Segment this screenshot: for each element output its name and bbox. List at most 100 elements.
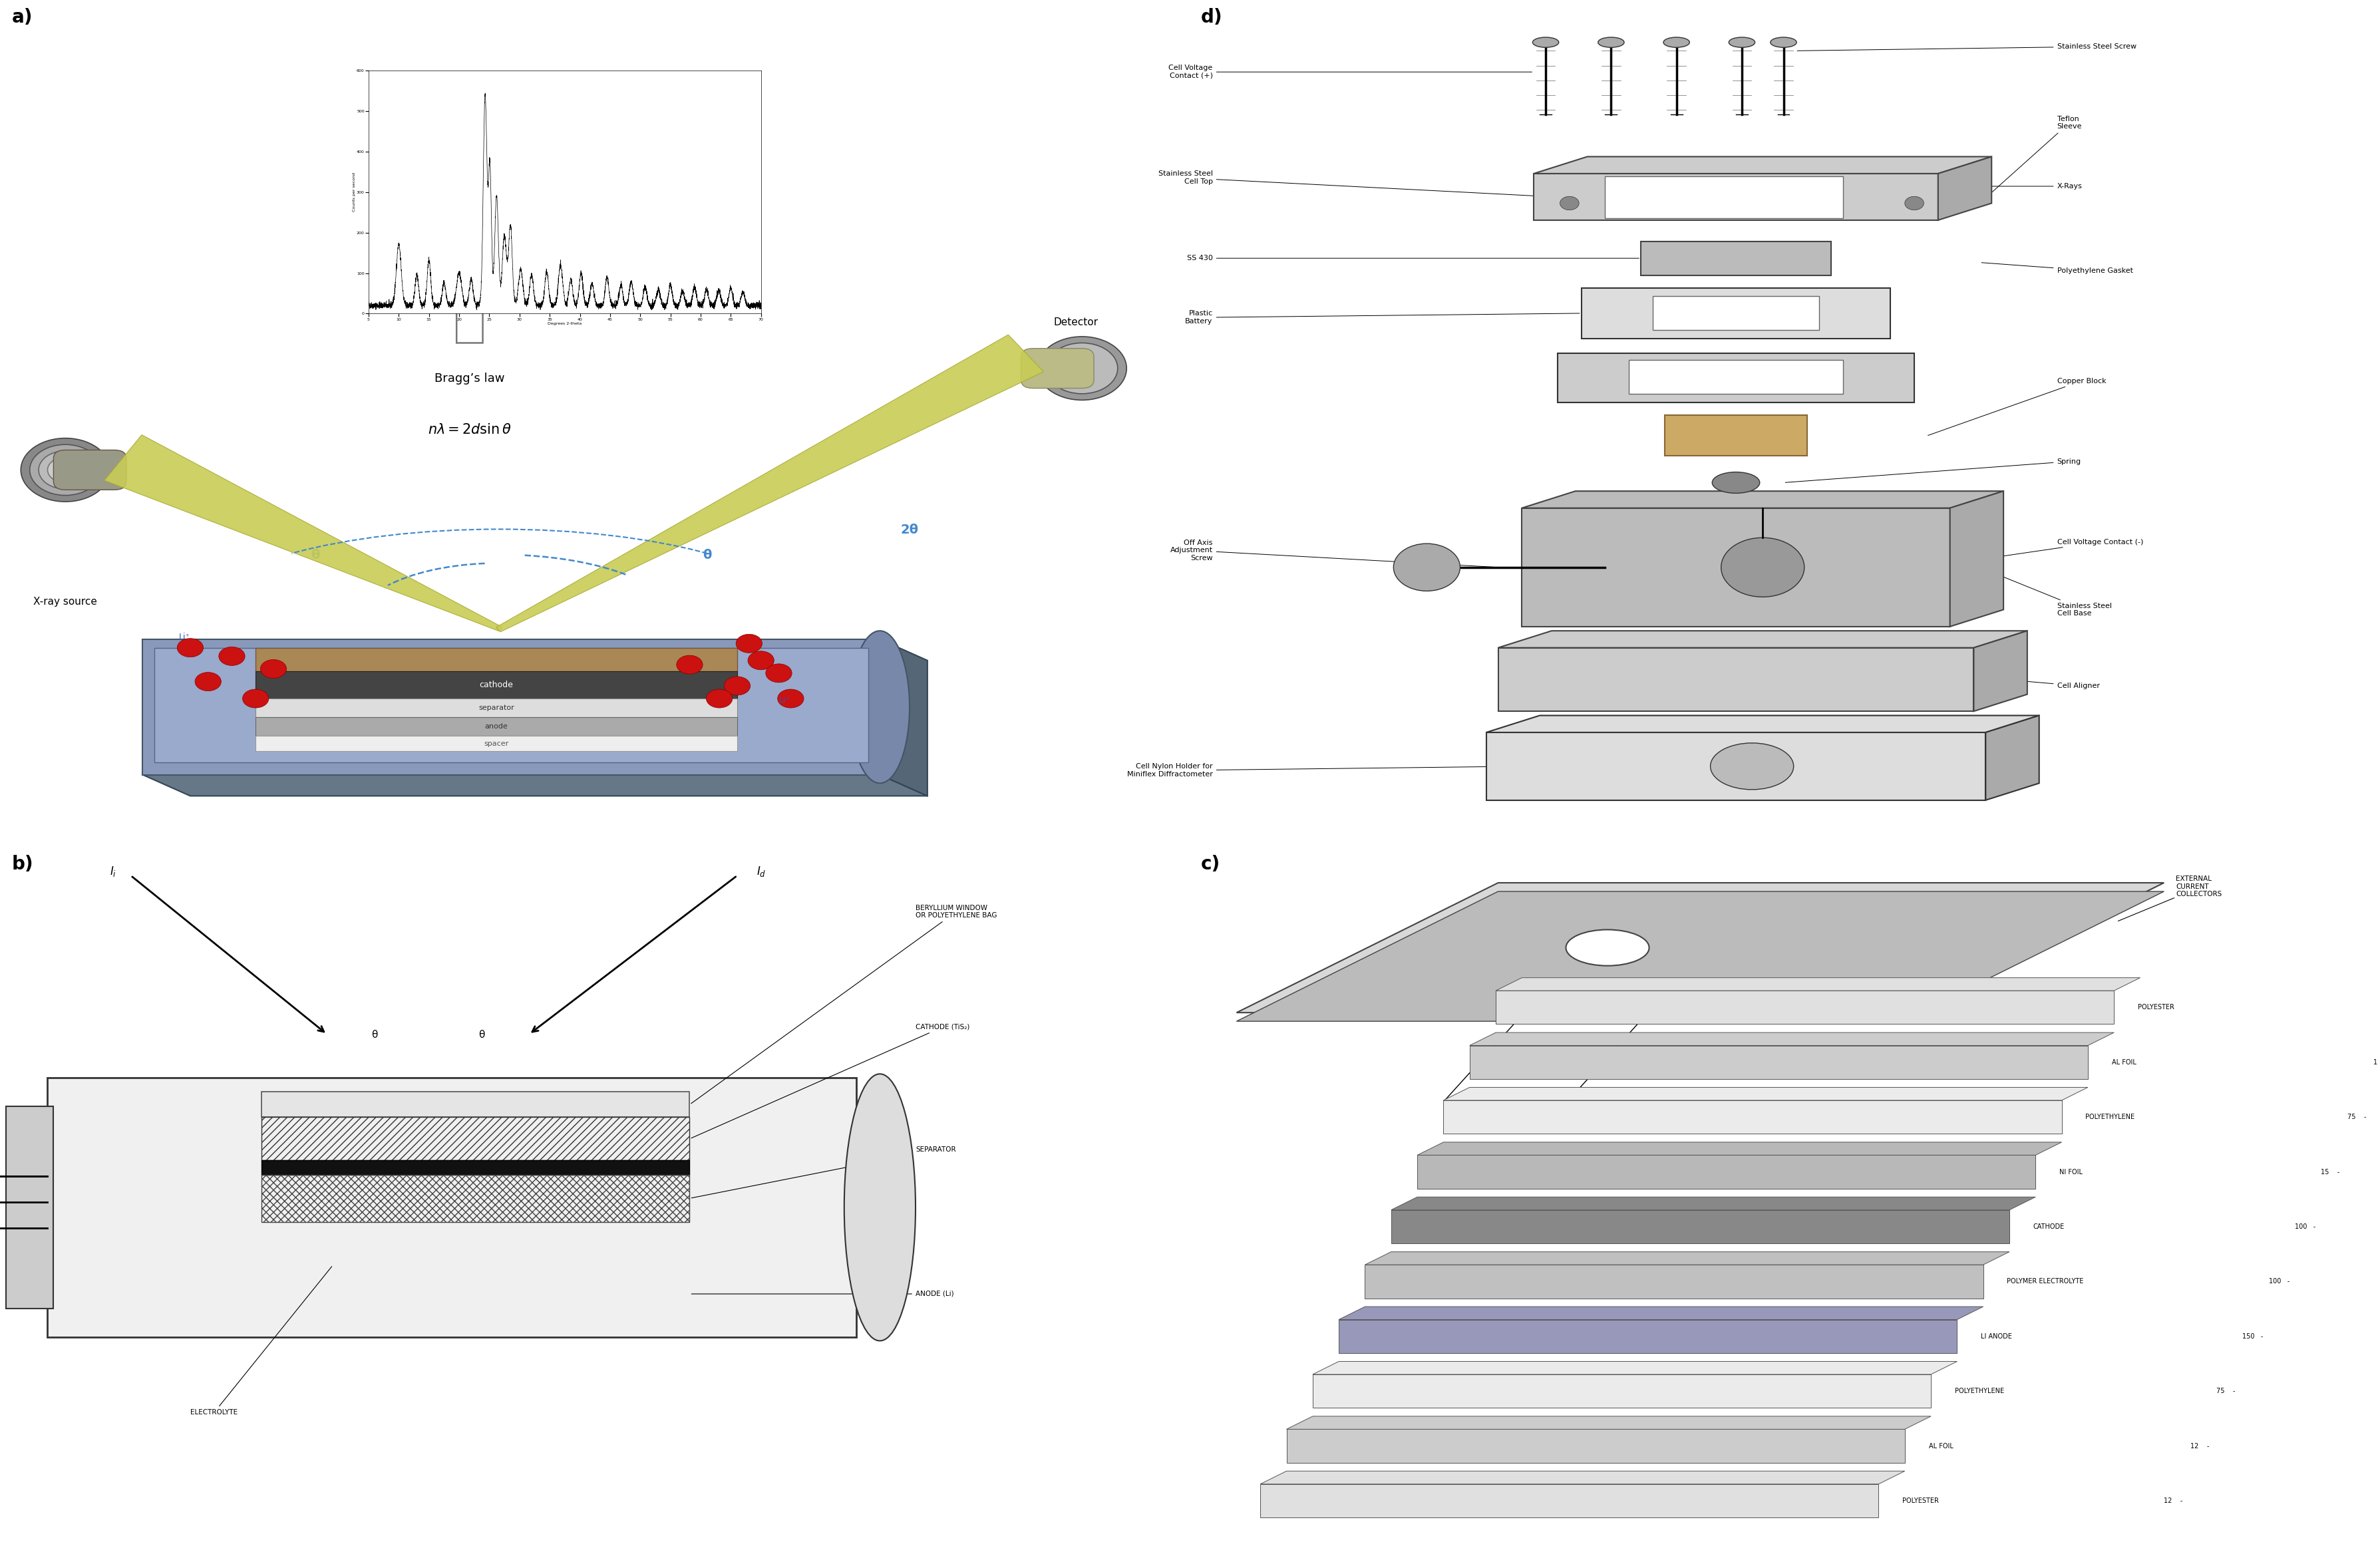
Text: CATHODE (TiS₂): CATHODE (TiS₂) (692, 1024, 970, 1138)
Bar (1581, 289, 1891, 339)
Text: Stainless Steel
Cell Base: Stainless Steel Cell Base (1981, 568, 2112, 616)
Text: AL FOIL: AL FOIL (1929, 1443, 1952, 1449)
Circle shape (243, 690, 269, 707)
Polygon shape (1365, 1265, 1983, 1298)
Text: EXTERNAL
CURRENT
COLLECTORS: EXTERNAL CURRENT COLLECTORS (2176, 875, 2221, 897)
Polygon shape (1313, 1375, 1931, 1408)
Bar (257, 671, 737, 699)
Circle shape (178, 638, 205, 657)
Text: Plastic
Battery: Plastic Battery (1184, 310, 1579, 325)
FancyBboxPatch shape (1020, 348, 1094, 389)
Bar (48, 1077, 856, 1338)
Bar (257, 699, 737, 717)
Text: 100   -: 100 - (2295, 1223, 2316, 1229)
Polygon shape (1986, 715, 2040, 800)
Bar (262, 1174, 690, 1221)
Bar (262, 1116, 690, 1160)
Text: X-Rays: X-Rays (1981, 183, 2083, 190)
Text: ELECTROLYTE: ELECTROLYTE (190, 1267, 333, 1416)
Polygon shape (1260, 1471, 1905, 1483)
Ellipse shape (21, 437, 109, 502)
Polygon shape (880, 640, 927, 797)
Text: POLYETHYLENE: POLYETHYLENE (1955, 1388, 2005, 1394)
Ellipse shape (1665, 38, 1691, 47)
Text: 12    -: 12 - (2373, 1058, 2378, 1066)
Polygon shape (257, 648, 737, 671)
Circle shape (1394, 544, 1460, 591)
FancyBboxPatch shape (52, 450, 126, 489)
Ellipse shape (1712, 472, 1760, 494)
Text: b): b) (12, 855, 33, 873)
Text: Off Axis
Adjustment
Screw: Off Axis Adjustment Screw (1170, 539, 1496, 568)
Text: POLYESTER: POLYESTER (2138, 1004, 2173, 1011)
Text: Bragg’s law: Bragg’s law (435, 373, 504, 384)
Circle shape (1722, 538, 1805, 597)
Polygon shape (497, 334, 1044, 632)
Text: Polyethylene Gasket: Polyethylene Gasket (1981, 262, 2133, 274)
Bar (262, 1160, 690, 1174)
Circle shape (1560, 196, 1579, 210)
Polygon shape (1498, 630, 2026, 648)
Polygon shape (1950, 491, 2002, 627)
Text: 15    -: 15 - (2321, 1168, 2340, 1174)
Text: 12    -: 12 - (2164, 1497, 2183, 1504)
Polygon shape (1534, 157, 1993, 174)
Ellipse shape (48, 458, 83, 483)
Circle shape (749, 651, 775, 670)
Text: Teflon
Sleeve: Teflon Sleeve (1981, 116, 2081, 202)
Polygon shape (1486, 732, 1986, 800)
Polygon shape (1286, 1428, 1905, 1463)
Text: a): a) (12, 8, 33, 27)
Text: c): c) (1201, 855, 1220, 873)
Polygon shape (1365, 1251, 2009, 1265)
Text: $n\lambda = 2d\sin\theta$: $n\lambda = 2d\sin\theta$ (428, 423, 511, 436)
Polygon shape (1339, 1320, 1957, 1353)
Text: separator: separator (478, 704, 514, 712)
Polygon shape (1391, 1196, 2036, 1210)
Polygon shape (1391, 1210, 2009, 1243)
Ellipse shape (1046, 343, 1118, 394)
Text: Copper Block: Copper Block (1929, 378, 2107, 436)
Text: NI FOIL: NI FOIL (2059, 1168, 2083, 1174)
Text: spacer: spacer (485, 740, 509, 746)
Text: AL FOIL: AL FOIL (2112, 1058, 2135, 1066)
Text: Cell Aligner: Cell Aligner (1981, 677, 2100, 690)
Text: SEPARATOR: SEPARATOR (692, 1146, 956, 1198)
Text: θ: θ (312, 549, 319, 561)
Polygon shape (1974, 630, 2026, 712)
Text: 75    -: 75 - (2347, 1113, 2366, 1121)
Bar (1605, 176, 1843, 218)
Text: $I_d$: $I_d$ (756, 866, 766, 878)
Polygon shape (1313, 1361, 1957, 1375)
Polygon shape (1260, 1483, 1879, 1518)
Circle shape (195, 673, 221, 691)
Polygon shape (1443, 1101, 2062, 1134)
Bar (1653, 296, 1819, 331)
Text: 2θ: 2θ (901, 524, 918, 536)
Ellipse shape (851, 630, 908, 782)
Polygon shape (1486, 715, 2040, 732)
Y-axis label: Counts per second: Counts per second (352, 172, 357, 212)
Bar (1629, 359, 1843, 394)
Ellipse shape (1531, 38, 1560, 47)
Polygon shape (1237, 892, 2164, 1021)
Text: $I_i$: $I_i$ (109, 866, 117, 878)
Ellipse shape (1598, 38, 1624, 47)
Polygon shape (1496, 978, 2140, 991)
Bar (257, 717, 737, 735)
Circle shape (706, 690, 732, 707)
Circle shape (1905, 196, 1924, 210)
Circle shape (219, 648, 245, 665)
Polygon shape (1286, 1416, 1931, 1428)
Text: Cell Voltage
Contact (+): Cell Voltage Contact (+) (1168, 64, 1531, 78)
Circle shape (262, 660, 285, 679)
Ellipse shape (1710, 743, 1793, 790)
Text: Cell Nylon Holder for
Miniflex Diffractometer: Cell Nylon Holder for Miniflex Diffracto… (1127, 764, 1520, 778)
Polygon shape (1522, 508, 1950, 627)
Text: Stainless Steel
Cell Top: Stainless Steel Cell Top (1158, 171, 1543, 196)
Polygon shape (1443, 1087, 2088, 1101)
Polygon shape (143, 775, 927, 797)
Ellipse shape (1729, 38, 1755, 47)
Text: 12    -: 12 - (2190, 1443, 2209, 1449)
Bar (1558, 353, 1914, 401)
